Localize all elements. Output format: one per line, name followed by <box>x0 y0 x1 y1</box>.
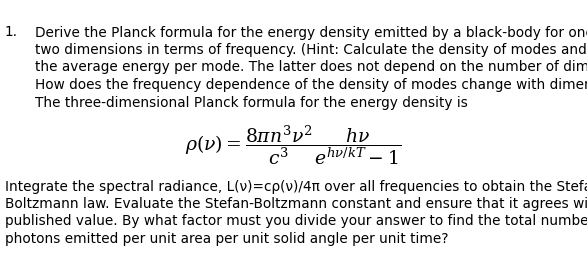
Text: photons emitted per unit area per unit solid angle per unit time?: photons emitted per unit area per unit s… <box>5 232 448 246</box>
Text: Boltzmann law. Evaluate the Stefan-Boltzmann constant and ensure that it agrees : Boltzmann law. Evaluate the Stefan-Boltz… <box>5 197 587 211</box>
Text: two dimensions in terms of frequency. (Hint: Calculate the density of modes and : two dimensions in terms of frequency. (H… <box>35 43 587 57</box>
Text: The three-dimensional Planck formula for the energy density is: The three-dimensional Planck formula for… <box>35 96 468 110</box>
Text: $\rho(\nu) = \dfrac{8\pi n^3\nu^2}{c^3} \dfrac{h\nu}{e^{h\nu/kT}-1}$: $\rho(\nu) = \dfrac{8\pi n^3\nu^2}{c^3} … <box>185 123 402 167</box>
Text: 1.: 1. <box>5 25 18 39</box>
Text: How does the frequency dependence of the density of modes change with dimensiona: How does the frequency dependence of the… <box>35 78 587 92</box>
Text: published value. By what factor must you divide your answer to find the total nu: published value. By what factor must you… <box>5 214 587 228</box>
Text: Integrate the spectral radiance, L(ν)=cρ(ν)/4π over all frequencies to obtain th: Integrate the spectral radiance, L(ν)=cρ… <box>5 180 587 194</box>
Text: Derive the Planck formula for the energy density emitted by a black-body for one: Derive the Planck formula for the energy… <box>35 25 587 39</box>
Text: the average energy per mode. The latter does not depend on the number of dimensi: the average energy per mode. The latter … <box>35 60 587 75</box>
